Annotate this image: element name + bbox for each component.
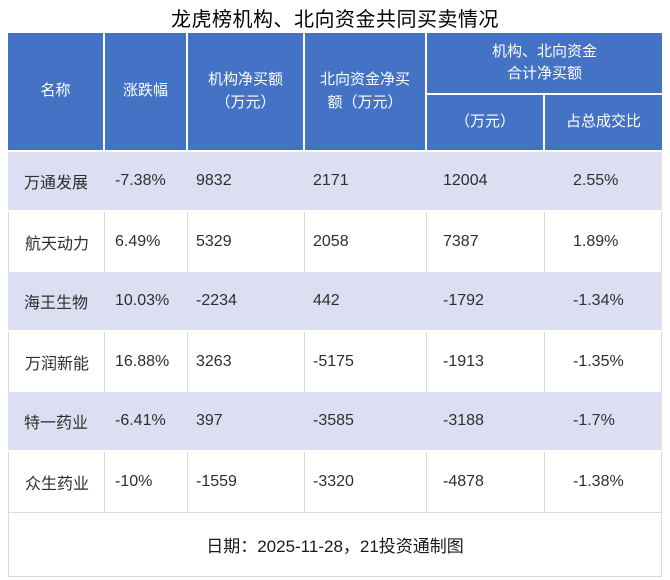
cell-stock-name: 众生药业 (8, 452, 105, 512)
footer-note: 日期：2025-11-28，21投资通制图 (8, 512, 663, 577)
header-cell-north-net: 北向资金净买 额（万元） (305, 33, 427, 152)
cell-turnover-ratio: -1.35% (545, 332, 663, 392)
cell-total-net: 7387 (427, 212, 545, 272)
cell-inst-net: -1559 (188, 452, 305, 512)
table-header: 名称 涨跌幅 机构净买额 （万元） 北向资金净买 额（万元） 机构、北向资金 合… (8, 33, 663, 152)
cell-change: 6.49% (105, 212, 188, 272)
cell-turnover-ratio: -1.34% (545, 272, 663, 332)
cell-inst-net: 9832 (188, 152, 305, 212)
table-body: 万通发展 -7.38% 9832 2171 12004 2.55% 航天动力 6… (8, 152, 663, 512)
cell-total-net: -1792 (427, 272, 545, 332)
table-row: 航天动力 6.49% 5329 2058 7387 1.89% (8, 212, 663, 272)
cell-inst-net: -2234 (188, 272, 305, 332)
table-row: 特一药业 -6.41% 397 -3585 -3188 -1.7% (8, 392, 663, 452)
cell-north-net: 2171 (305, 152, 427, 212)
table-footer: 日期：2025-11-28，21投资通制图 (8, 512, 663, 577)
cell-inst-net: 5329 (188, 212, 305, 272)
cell-change: 16.88% (105, 332, 188, 392)
cell-turnover-ratio: 2.55% (545, 152, 663, 212)
page-title: 龙虎榜机构、北向资金共同买卖情况 (171, 9, 499, 31)
cell-north-net: 442 (305, 272, 427, 332)
cell-turnover-ratio: -1.38% (545, 452, 663, 512)
cell-change: -10% (105, 452, 188, 512)
header-cell-combined-ratio: 占总成交比 (545, 95, 663, 152)
cell-total-net: 12004 (427, 152, 545, 212)
cell-stock-name: 万润新能 (8, 332, 105, 392)
table-row: 万通发展 -7.38% 9832 2171 12004 2.55% (8, 152, 663, 212)
cell-change: -6.41% (105, 392, 188, 452)
header-cell-change: 涨跌幅 (105, 33, 188, 152)
lhb-table: 名称 涨跌幅 机构净买额 （万元） 北向资金净买 额（万元） 机构、北向资金 合… (8, 33, 663, 577)
cell-change: 10.03% (105, 272, 188, 332)
cell-inst-net: 397 (188, 392, 305, 452)
table-row: 万润新能 16.88% 3263 -5175 -1913 -1.35% (8, 332, 663, 392)
cell-change: -7.38% (105, 152, 188, 212)
header-cell-combined-amount: （万元） (427, 95, 545, 152)
cell-stock-name: 海王生物 (8, 272, 105, 332)
cell-stock-name: 航天动力 (8, 212, 105, 272)
cell-north-net: 2058 (305, 212, 427, 272)
cell-north-net: -3320 (305, 452, 427, 512)
cell-turnover-ratio: 1.89% (545, 212, 663, 272)
cell-north-net: -5175 (305, 332, 427, 392)
table-row: 海王生物 10.03% -2234 442 -1792 -1.34% (8, 272, 663, 332)
table-row: 众生药业 -10% -1559 -3320 -4878 -1.38% (8, 452, 663, 512)
cell-total-net: -4878 (427, 452, 545, 512)
header-cell-combined-group: 机构、北向资金 合计净买额 (427, 33, 663, 95)
cell-turnover-ratio: -1.7% (545, 392, 663, 452)
cell-north-net: -3585 (305, 392, 427, 452)
cell-stock-name: 特一药业 (8, 392, 105, 452)
header-cell-name: 名称 (8, 33, 105, 152)
cell-stock-name: 万通发展 (8, 152, 105, 212)
cell-total-net: -3188 (427, 392, 545, 452)
header-cell-inst-net: 机构净买额 （万元） (188, 33, 305, 152)
cell-inst-net: 3263 (188, 332, 305, 392)
cell-total-net: -1913 (427, 332, 545, 392)
